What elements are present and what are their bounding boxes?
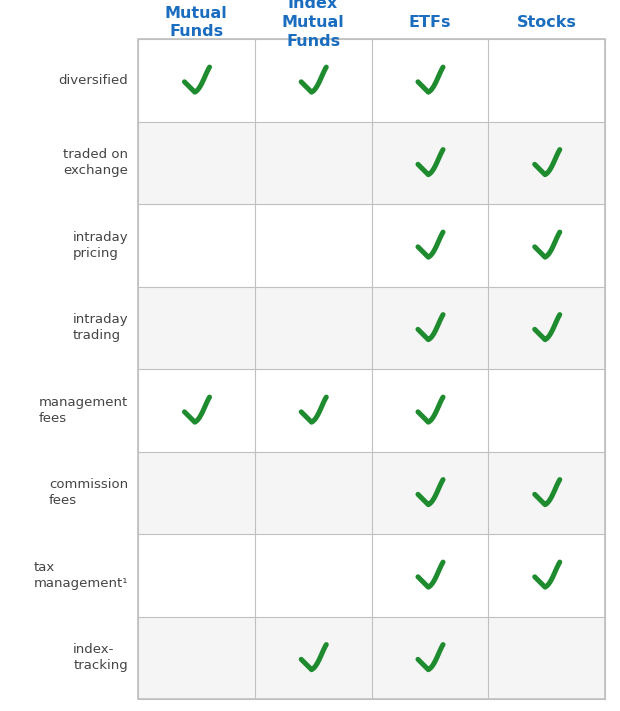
Text: diversified: diversified [58, 74, 128, 87]
Bar [138, 616, 605, 699]
Bar [138, 369, 605, 451]
Text: ETFs: ETFs [409, 15, 451, 30]
Text: intraday
pricing: intraday pricing [73, 231, 128, 260]
Text: management
fees: management fees [38, 396, 128, 424]
Text: intraday
trading: intraday trading [73, 314, 128, 342]
Text: tax
management¹: tax management¹ [33, 561, 128, 589]
Bar [138, 39, 605, 699]
Text: Stocks: Stocks [516, 15, 577, 30]
Bar [138, 122, 605, 204]
Bar [138, 534, 605, 616]
Bar [138, 287, 605, 369]
Text: index-
tracking: index- tracking [73, 643, 128, 672]
Bar [138, 204, 605, 287]
Bar [138, 451, 605, 534]
Text: traded on
exchange: traded on exchange [63, 149, 128, 177]
Text: commission
fees: commission fees [49, 479, 128, 507]
Text: Mutual
Funds: Mutual Funds [165, 6, 228, 39]
Bar [138, 39, 605, 122]
Text: Index
Mutual
Funds: Index Mutual Funds [281, 0, 345, 48]
